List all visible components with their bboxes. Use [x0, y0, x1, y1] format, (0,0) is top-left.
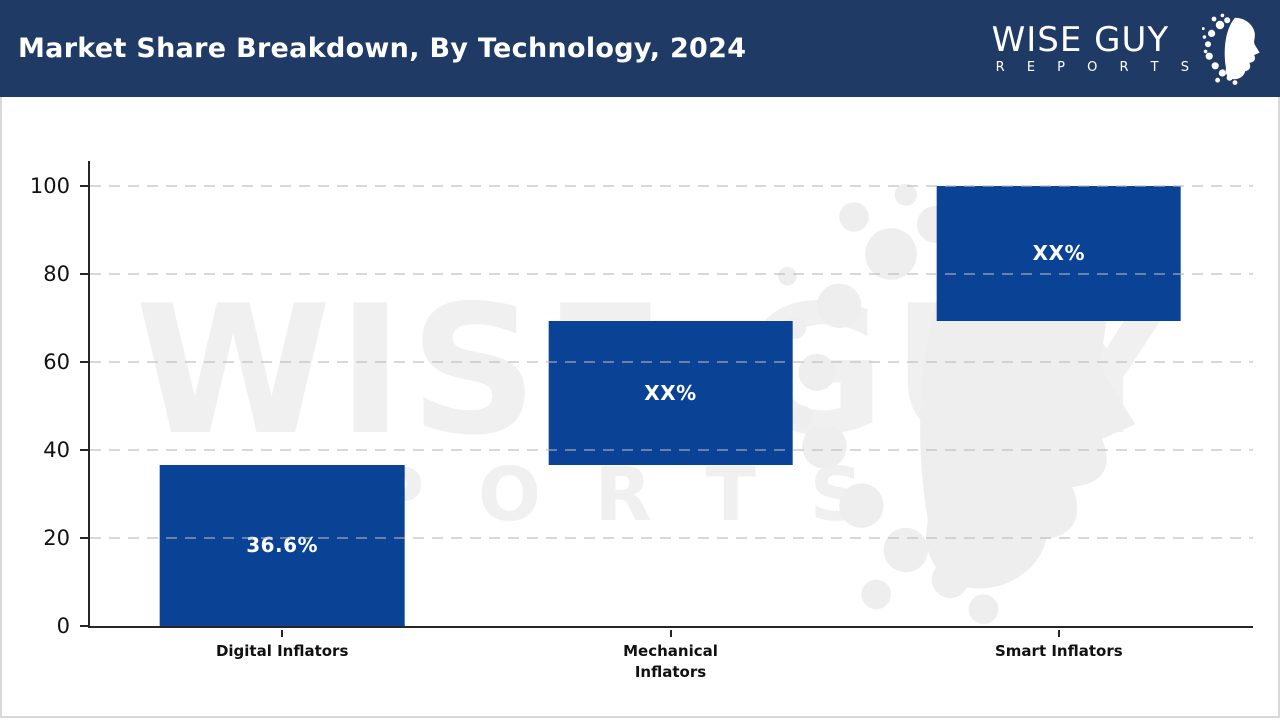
logo-wordmark: WISE GUY	[991, 20, 1170, 60]
y-tick-label-100: 100	[29, 173, 70, 198]
logo-subtext: R E P O R T S	[995, 60, 1198, 75]
chart-title: Market Share Breakdown, By Technology, 2…	[18, 33, 747, 64]
logo-wordmark-block: WISE GUY R E P O R T S	[992, 23, 1198, 74]
y-tick-mark-20	[80, 536, 88, 539]
y-tick-label-80: 80	[43, 261, 70, 286]
x-tick-mark-digital-inflators	[281, 630, 284, 637]
bar-value-label-smart-inflators: XX%	[1032, 241, 1086, 266]
plot-area: 0 20 40 60 80 100 36.6% Digital Inflators XX% Mec…	[30, 155, 1253, 681]
x-axis-line	[88, 626, 1253, 628]
y-tick-label-60: 60	[43, 349, 70, 374]
y-tick-mark-80	[80, 272, 88, 275]
x-category-label-smart-inflators: Smart Inflators	[995, 642, 1123, 660]
y-tick-mark-60	[80, 360, 88, 363]
wiseguy-logo: WISE GUY R E P O R T S	[992, 7, 1262, 91]
header-bar: Market Share Breakdown, By Technology, 2…	[0, 0, 1280, 97]
bar-smart-inflators: XX%	[936, 185, 1182, 321]
y-tick-mark-40	[80, 448, 88, 451]
bar-mechanical-inflators: XX%	[548, 320, 793, 465]
y-tick-label-40: 40	[43, 437, 70, 462]
x-tick-mark-smart-inflators	[1057, 630, 1060, 637]
bar-digital-inflators: 36.6%	[159, 464, 405, 626]
bar-value-label-digital-inflators: 36.6%	[246, 533, 319, 558]
y-tick-mark-100	[80, 184, 88, 187]
logo-head-icon	[1202, 13, 1260, 85]
y-tick-label-0: 0	[56, 614, 70, 638]
y-axis-line	[88, 161, 90, 628]
x-category-label-digital-inflators: Digital Inflators	[215, 642, 349, 660]
y-tick-label-20: 20	[43, 525, 70, 550]
bar-value-label-mechanical-inflators: XX%	[644, 380, 697, 405]
x-tick-mark-mechanical-inflators	[669, 630, 672, 637]
x-category-label-mechanical-inflators: Mechanical Inflators	[623, 642, 718, 681]
y-tick-mark-0	[80, 625, 88, 627]
